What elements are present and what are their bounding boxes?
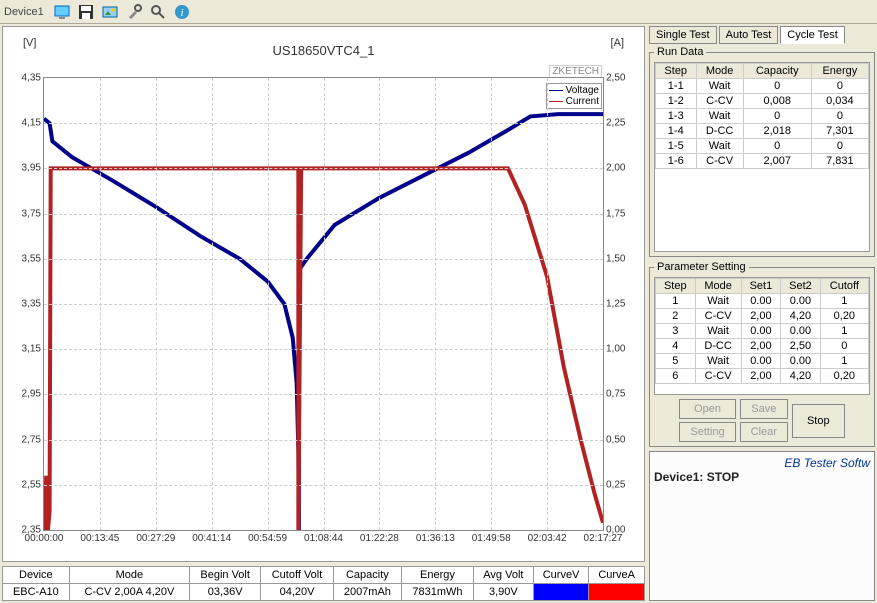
chart-area: [V] US18650VTC4_1 [A] ZKETECH Voltage Cu…	[2, 26, 645, 562]
setting-button[interactable]: Setting	[679, 422, 735, 442]
svg-text:i: i	[180, 7, 183, 19]
status-table: DeviceModeBegin VoltCutoff VoltCapacityE…	[2, 566, 645, 601]
run-data-table: StepModeCapacityEnergy1-1Wait001-2C-CV0,…	[655, 63, 869, 169]
device-label: Device1	[4, 6, 44, 18]
tab-cycle-test[interactable]: Cycle Test	[780, 26, 845, 44]
save-button[interactable]: Save	[740, 399, 788, 419]
parameter-table: StepModeSet1Set2Cutoff1Wait0.000.0012C-C…	[655, 278, 869, 384]
tools-icon[interactable]	[124, 2, 144, 22]
monitor-icon[interactable]	[52, 2, 72, 22]
info-icon[interactable]: i	[172, 2, 192, 22]
log-line: Device1: STOP	[654, 470, 870, 484]
search-icon[interactable]	[148, 2, 168, 22]
parameter-group: Parameter Setting StepModeSet1Set2Cutoff…	[649, 261, 875, 447]
save-icon[interactable]	[76, 2, 96, 22]
clear-button[interactable]: Clear	[740, 422, 788, 442]
log-panel: EB Tester Softw Device1: STOP	[649, 451, 875, 601]
chart-title: US18650VTC4_1	[3, 43, 644, 58]
log-title: EB Tester Softw	[654, 456, 870, 470]
y-right-label: [A]	[611, 37, 624, 49]
run-data-legend: Run Data	[654, 46, 706, 58]
parameter-legend: Parameter Setting	[654, 261, 749, 273]
test-tabs: Single Test Auto Test Cycle Test	[649, 26, 875, 44]
open-button[interactable]: Open	[679, 399, 735, 419]
run-data-group: Run Data StepModeCapacityEnergy1-1Wait00…	[649, 46, 875, 257]
stop-button[interactable]: Stop	[792, 404, 845, 438]
image-icon[interactable]	[100, 2, 120, 22]
tab-auto-test[interactable]: Auto Test	[719, 26, 779, 44]
toolbar: Device1 i	[0, 0, 877, 24]
tab-single-test[interactable]: Single Test	[649, 26, 717, 44]
